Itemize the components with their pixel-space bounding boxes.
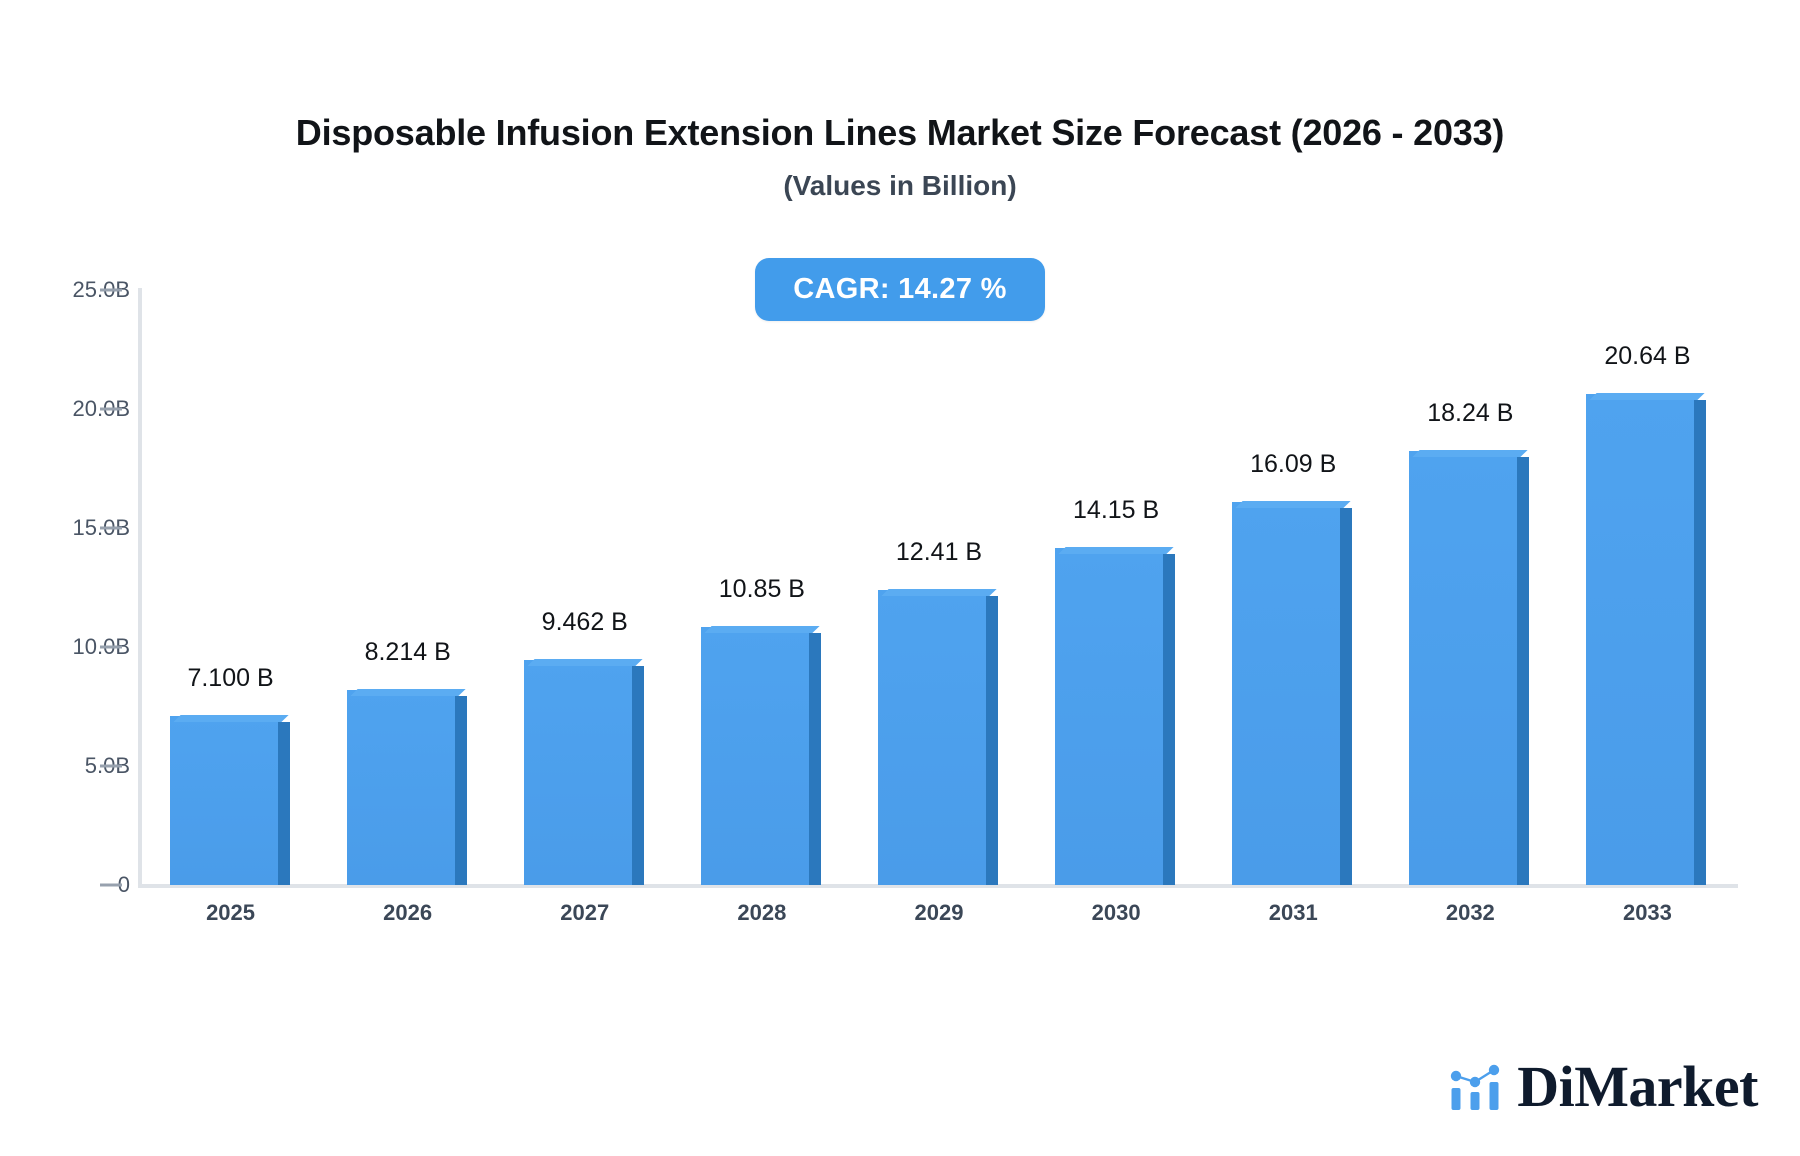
bar-side-face: [275, 722, 290, 885]
chart-subtitle: (Values in Billion): [783, 170, 1017, 201]
bar-top-face: [1589, 392, 1706, 400]
y-axis-tick-mark: [100, 526, 122, 530]
x-axis-tick-label: 2033: [1622, 900, 1672, 925]
chart-title: Disposable Infusion Extension Lines Mark…: [295, 112, 1505, 153]
bar-2027[interactable]: [523, 658, 644, 885]
cagr-badge: CAGR: 14.27 %: [755, 258, 1045, 321]
bar-chart-icon: [1450, 1064, 1500, 1110]
bar-side-face: [452, 695, 467, 885]
y-axis-tick-label: 0: [117, 872, 130, 897]
brand-name: DiMarket: [1517, 1054, 1758, 1119]
bar-front-face: [700, 626, 809, 885]
bar-side-face: [984, 595, 998, 885]
bar-value-label: 18.24 B: [1427, 398, 1514, 427]
y-axis-tick-mark: [100, 645, 122, 649]
x-axis-tick-label: 2031: [1268, 900, 1318, 925]
bar-side-face: [629, 665, 644, 885]
brand-logo: DiMarket: [1449, 1058, 1758, 1116]
bar-2032[interactable]: [1409, 449, 1530, 885]
x-axis-tick-label: 2027: [560, 900, 610, 925]
bar-value-label: 20.64 B: [1604, 341, 1691, 370]
y-axis-tick-mark: [100, 764, 122, 768]
cagr-badge-container: CAGR: 14.27 %: [0, 258, 1800, 321]
bar-side-face: [806, 632, 821, 885]
y-axis-line: [138, 288, 142, 888]
bar-top-face: [527, 658, 643, 666]
bar-side-face: [1515, 456, 1530, 885]
x-axis-line: [138, 884, 1738, 888]
x-axis-tick-label: 2025: [206, 900, 256, 925]
x-axis-tick-label: 2032: [1445, 900, 1495, 925]
bar-top-face: [1235, 501, 1351, 509]
bar-front-face: [346, 689, 455, 885]
bar-front-face: [1409, 450, 1518, 885]
bar-top-face: [350, 688, 466, 696]
bar-front-face: [523, 659, 632, 885]
bar-value-label: 8.214 B: [364, 637, 451, 666]
bar-top-face: [704, 625, 820, 633]
x-axis-tick-label: 2028: [737, 900, 787, 925]
bar-top-face: [1412, 449, 1528, 457]
x-axis-tick-label: 2029: [914, 900, 964, 925]
bar-2026[interactable]: [346, 688, 467, 885]
bar-front-face: [1055, 548, 1164, 885]
bar-2025[interactable]: [169, 715, 290, 885]
y-axis-tick-mark: [100, 883, 122, 887]
bar-front-face: [878, 589, 986, 885]
bar-side-face: [1692, 399, 1707, 885]
bar-2028[interactable]: [700, 625, 821, 885]
bar-value-label: 9.462 B: [541, 607, 628, 636]
bar-value-label: 7.100 B: [187, 664, 274, 693]
x-axis-tick-label: 2026: [383, 900, 433, 925]
bar-top-face: [1058, 547, 1174, 555]
bar-front-face: [1232, 502, 1341, 885]
bar-front-face: [169, 716, 278, 885]
bar-value-label: 12.41 B: [895, 537, 983, 566]
y-axis-tick-mark: [100, 288, 122, 292]
bar-value-label: 10.85 B: [718, 574, 805, 603]
bar-front-face: [1586, 393, 1695, 885]
bar-side-face: [1338, 508, 1353, 885]
bar-2031[interactable]: [1232, 501, 1353, 885]
bar-2033[interactable]: [1586, 392, 1707, 885]
bar-top-face: [172, 715, 289, 723]
bar-side-face: [1161, 554, 1176, 885]
bar-value-label: 16.09 B: [1250, 450, 1337, 479]
bar-2030[interactable]: [1055, 547, 1176, 885]
bar-2029[interactable]: [878, 588, 998, 885]
x-axis-tick-label: 2030: [1091, 900, 1141, 925]
bar-value-label: 14.15 B: [1073, 496, 1160, 525]
bar-top-face: [881, 588, 997, 596]
y-axis-tick-mark: [100, 407, 122, 411]
